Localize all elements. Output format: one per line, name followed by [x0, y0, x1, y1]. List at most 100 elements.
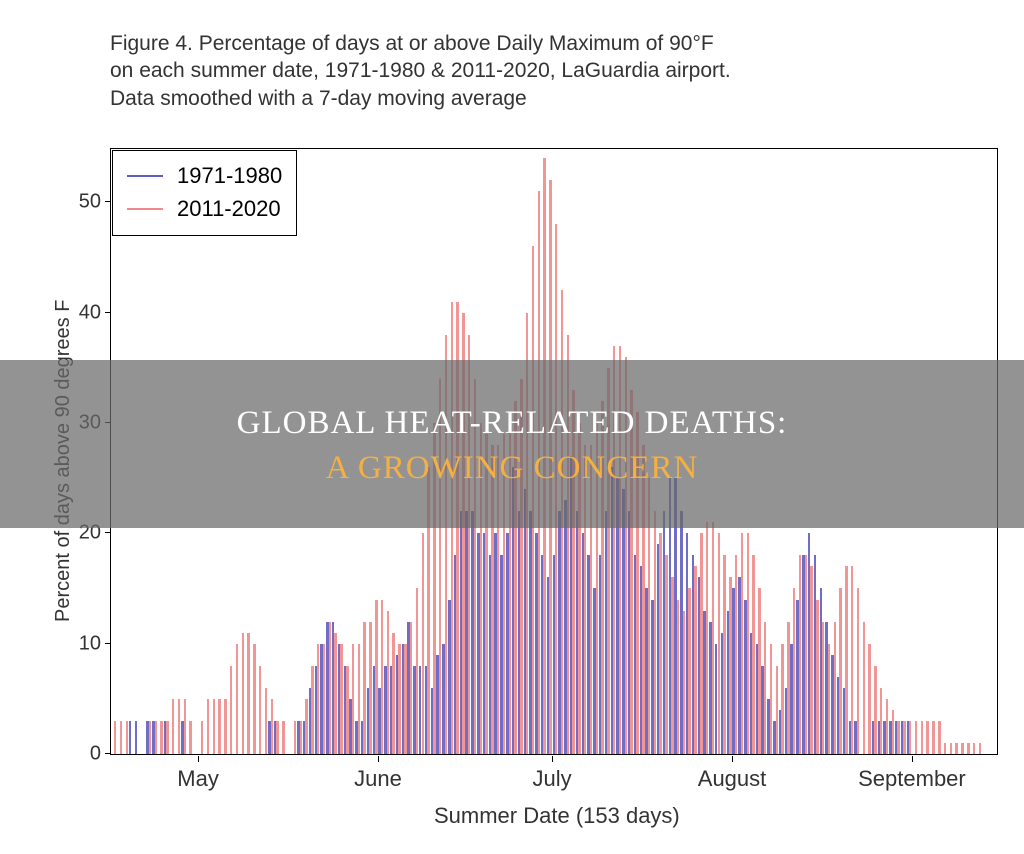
- bar: [880, 688, 882, 754]
- bar: [961, 743, 963, 754]
- bar: [776, 666, 778, 754]
- x-tick-mark: [732, 756, 733, 762]
- bar: [892, 710, 894, 754]
- bar: [155, 721, 157, 754]
- x-axis-label: Summer Date (153 days): [434, 803, 680, 829]
- bar: [654, 511, 656, 754]
- y-tick-mark: [105, 532, 111, 533]
- bar: [340, 644, 342, 754]
- bar: [747, 533, 749, 754]
- legend: 1971-19802011-2020: [112, 150, 297, 236]
- legend-key: [127, 208, 163, 210]
- bar: [764, 622, 766, 754]
- bar: [178, 699, 180, 754]
- bar: [897, 721, 899, 754]
- bar: [677, 600, 679, 755]
- bar: [874, 666, 876, 754]
- bar: [706, 522, 708, 754]
- bar: [294, 721, 296, 754]
- bar: [247, 633, 249, 754]
- bar: [207, 699, 209, 754]
- bar: [700, 533, 702, 754]
- bar: [259, 666, 261, 754]
- y-tick-label: 50: [79, 191, 111, 214]
- bar: [381, 600, 383, 755]
- bar: [770, 644, 772, 754]
- bar: [723, 555, 725, 754]
- bar: [834, 622, 836, 754]
- bar: [265, 688, 267, 754]
- bar: [822, 622, 824, 754]
- bar: [334, 633, 336, 754]
- bar: [863, 622, 865, 754]
- bar: [851, 566, 853, 754]
- bar: [938, 721, 940, 754]
- x-tick-mark: [378, 756, 379, 762]
- y-tick-mark: [105, 643, 111, 644]
- x-tick-mark: [912, 756, 913, 762]
- bar: [346, 666, 348, 754]
- bar: [816, 600, 818, 755]
- headline-overlay-text: GLOBAL HEAT-RELATED DEATHS:A GROWING CON…: [0, 401, 1024, 490]
- bar: [915, 721, 917, 754]
- bar: [839, 588, 841, 754]
- bar: [329, 622, 331, 754]
- y-tick-mark: [105, 753, 111, 754]
- bar: [224, 699, 226, 754]
- overlay-line2: A GROWING CONCERN: [20, 446, 1004, 491]
- bar: [352, 644, 354, 754]
- bar: [793, 588, 795, 754]
- bar: [363, 622, 365, 754]
- bar: [781, 644, 783, 754]
- bar: [218, 699, 220, 754]
- bar: [398, 644, 400, 754]
- bar: [909, 721, 911, 754]
- bar: [387, 611, 389, 754]
- bar: [172, 699, 174, 754]
- legend-label: 1971-1980: [177, 159, 282, 192]
- bar: [671, 577, 673, 754]
- legend-key: [127, 175, 163, 177]
- bar: [752, 555, 754, 754]
- bar: [799, 555, 801, 754]
- y-tick-mark: [105, 201, 111, 202]
- bar: [973, 743, 975, 754]
- bar: [926, 721, 928, 754]
- bar: [903, 721, 905, 754]
- bar: [683, 611, 685, 754]
- bar: [271, 699, 273, 754]
- bar: [282, 721, 284, 754]
- bar: [659, 533, 661, 754]
- bar: [758, 588, 760, 754]
- bar: [358, 644, 360, 754]
- figure-canvas: Figure 4. Percentage of days at or above…: [0, 0, 1024, 854]
- bar: [665, 555, 667, 754]
- bar: [718, 533, 720, 754]
- legend-item: 1971-1980: [127, 159, 282, 192]
- bar: [236, 644, 238, 754]
- bar: [305, 699, 307, 754]
- bar: [845, 566, 847, 754]
- y-tick-label: 10: [79, 632, 111, 655]
- bar: [828, 644, 830, 754]
- bar: [955, 743, 957, 754]
- bar: [135, 721, 137, 754]
- bar: [213, 699, 215, 754]
- bar: [300, 721, 302, 754]
- bar: [201, 721, 203, 754]
- bar: [184, 699, 186, 754]
- overlay-line1: GLOBAL HEAT-RELATED DEATHS:: [20, 401, 1004, 446]
- bar: [242, 633, 244, 754]
- chart-title: Figure 4. Percentage of days at or above…: [110, 30, 1004, 112]
- bar: [230, 666, 232, 754]
- bar: [189, 721, 191, 754]
- bar: [392, 633, 394, 754]
- bar: [868, 644, 870, 754]
- bar: [688, 588, 690, 754]
- bar: [932, 721, 934, 754]
- bar: [712, 522, 714, 754]
- bar: [317, 644, 319, 754]
- y-tick-label: 40: [79, 301, 111, 324]
- bar: [126, 721, 128, 754]
- bar: [944, 743, 946, 754]
